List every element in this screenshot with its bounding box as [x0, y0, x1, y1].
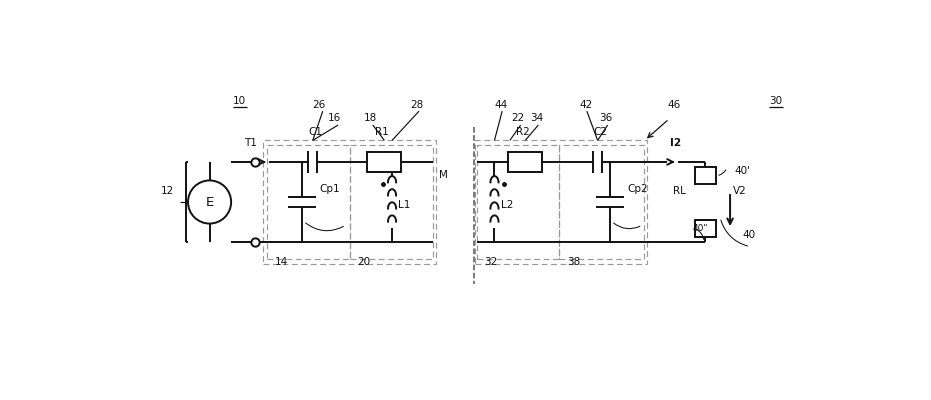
Text: L1: L1	[398, 200, 411, 210]
Text: 14: 14	[275, 257, 289, 267]
Text: 36: 36	[600, 114, 613, 124]
Text: 30: 30	[769, 96, 782, 106]
Bar	[695, 167, 716, 184]
Circle shape	[188, 180, 231, 224]
Text: 38: 38	[567, 257, 580, 267]
Text: 26: 26	[313, 100, 326, 110]
Text: L2: L2	[501, 200, 513, 210]
Text: 10: 10	[233, 96, 246, 106]
Text: T1: T1	[244, 138, 257, 148]
Text: I2: I2	[670, 138, 681, 148]
Bar	[508, 152, 542, 172]
Text: 32: 32	[484, 257, 498, 267]
Text: 40': 40'	[735, 166, 750, 176]
Text: R2: R2	[516, 127, 530, 137]
Bar	[368, 152, 401, 172]
Text: M: M	[439, 170, 448, 180]
Text: 44: 44	[494, 100, 507, 110]
Text: C2: C2	[593, 127, 607, 137]
Text: 34: 34	[530, 114, 543, 124]
Text: 40": 40"	[693, 224, 708, 233]
Text: C1: C1	[308, 127, 322, 137]
Text: 18: 18	[364, 114, 377, 124]
Text: E: E	[206, 196, 214, 208]
Text: R1: R1	[375, 127, 389, 137]
Text: RL: RL	[673, 186, 686, 196]
Text: 16: 16	[328, 114, 342, 124]
Text: 12: 12	[161, 186, 174, 196]
Text: 22: 22	[511, 114, 525, 124]
Text: 40: 40	[742, 230, 756, 240]
Text: 46: 46	[667, 100, 681, 110]
Text: Cp2: Cp2	[627, 184, 648, 194]
Text: 28: 28	[410, 100, 423, 110]
Bar	[695, 220, 716, 237]
Text: 20: 20	[358, 257, 371, 267]
Text: Cp1: Cp1	[319, 184, 340, 194]
Text: V2: V2	[734, 186, 747, 196]
Text: 42: 42	[579, 100, 592, 110]
